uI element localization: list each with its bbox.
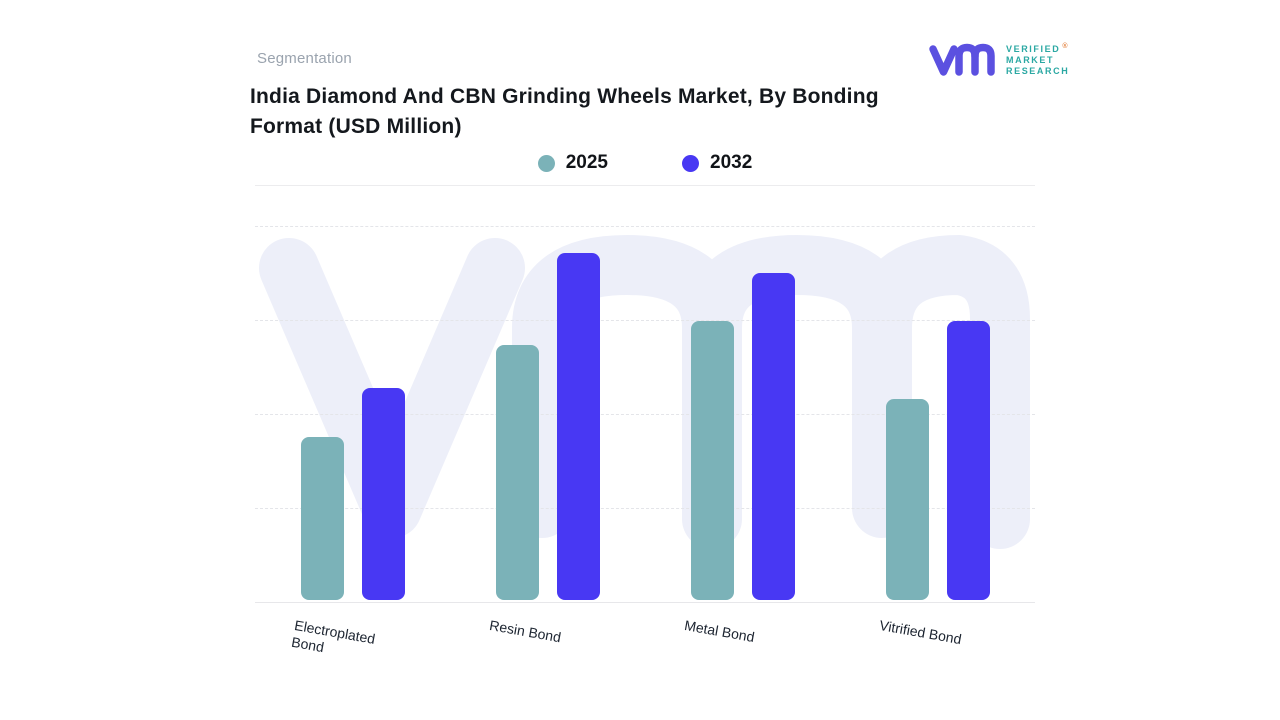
bar-2032-resin-bond <box>556 253 600 600</box>
legend-swatch-icon <box>537 154 555 172</box>
bar-2032-electroplated-bond <box>361 388 405 600</box>
x-axis-label-electroplated-bond: Electroplated Bond <box>289 617 376 656</box>
section-label: Segmentation <box>257 50 352 67</box>
legend-label: 2032 <box>710 152 753 173</box>
x-axis-label-metal-bond: Metal Bond <box>682 617 756 646</box>
gridline <box>255 413 1035 415</box>
gridline <box>255 507 1035 509</box>
registered-trademark: ® <box>1062 43 1068 50</box>
gridline <box>255 225 1035 227</box>
vmr-logo-text: VERIFIED ® MARKET RESEARCH <box>1006 43 1070 76</box>
bar-2025-metal-bond <box>690 321 734 600</box>
bar-2025-resin-bond <box>495 345 539 600</box>
x-axis-label-resin-bond: Resin Bond <box>487 617 562 646</box>
x-axis-label-vitrified-bond: Vitrified Bond <box>877 617 963 648</box>
vmr-logo: VERIFIED ® MARKET RESEARCH <box>926 36 1069 82</box>
legend-item-2032: 2032 <box>682 152 752 174</box>
legend-swatch-icon <box>682 154 699 172</box>
legend-divider <box>255 185 1035 186</box>
bar-2032-vitrified-bond <box>946 321 990 600</box>
x-axis-baseline <box>255 602 1035 603</box>
bar-2025-vitrified-bond <box>885 399 929 600</box>
vmr-logo-mark-icon <box>929 43 995 76</box>
bar-2025-electroplated-bond <box>300 437 344 600</box>
plot-area: Electroplated Bond Resin Bond Metal Bond Vi… <box>255 223 1035 655</box>
chart-title: India Diamond And CBN Grinding Wheels Ma… <box>250 85 879 138</box>
bar-2032-metal-bond <box>751 273 795 600</box>
legend-item-2025: 2025 <box>537 152 608 174</box>
legend-label: 2025 <box>565 152 608 173</box>
gridline <box>255 319 1035 321</box>
legend: 2025 2032 <box>255 148 1035 178</box>
